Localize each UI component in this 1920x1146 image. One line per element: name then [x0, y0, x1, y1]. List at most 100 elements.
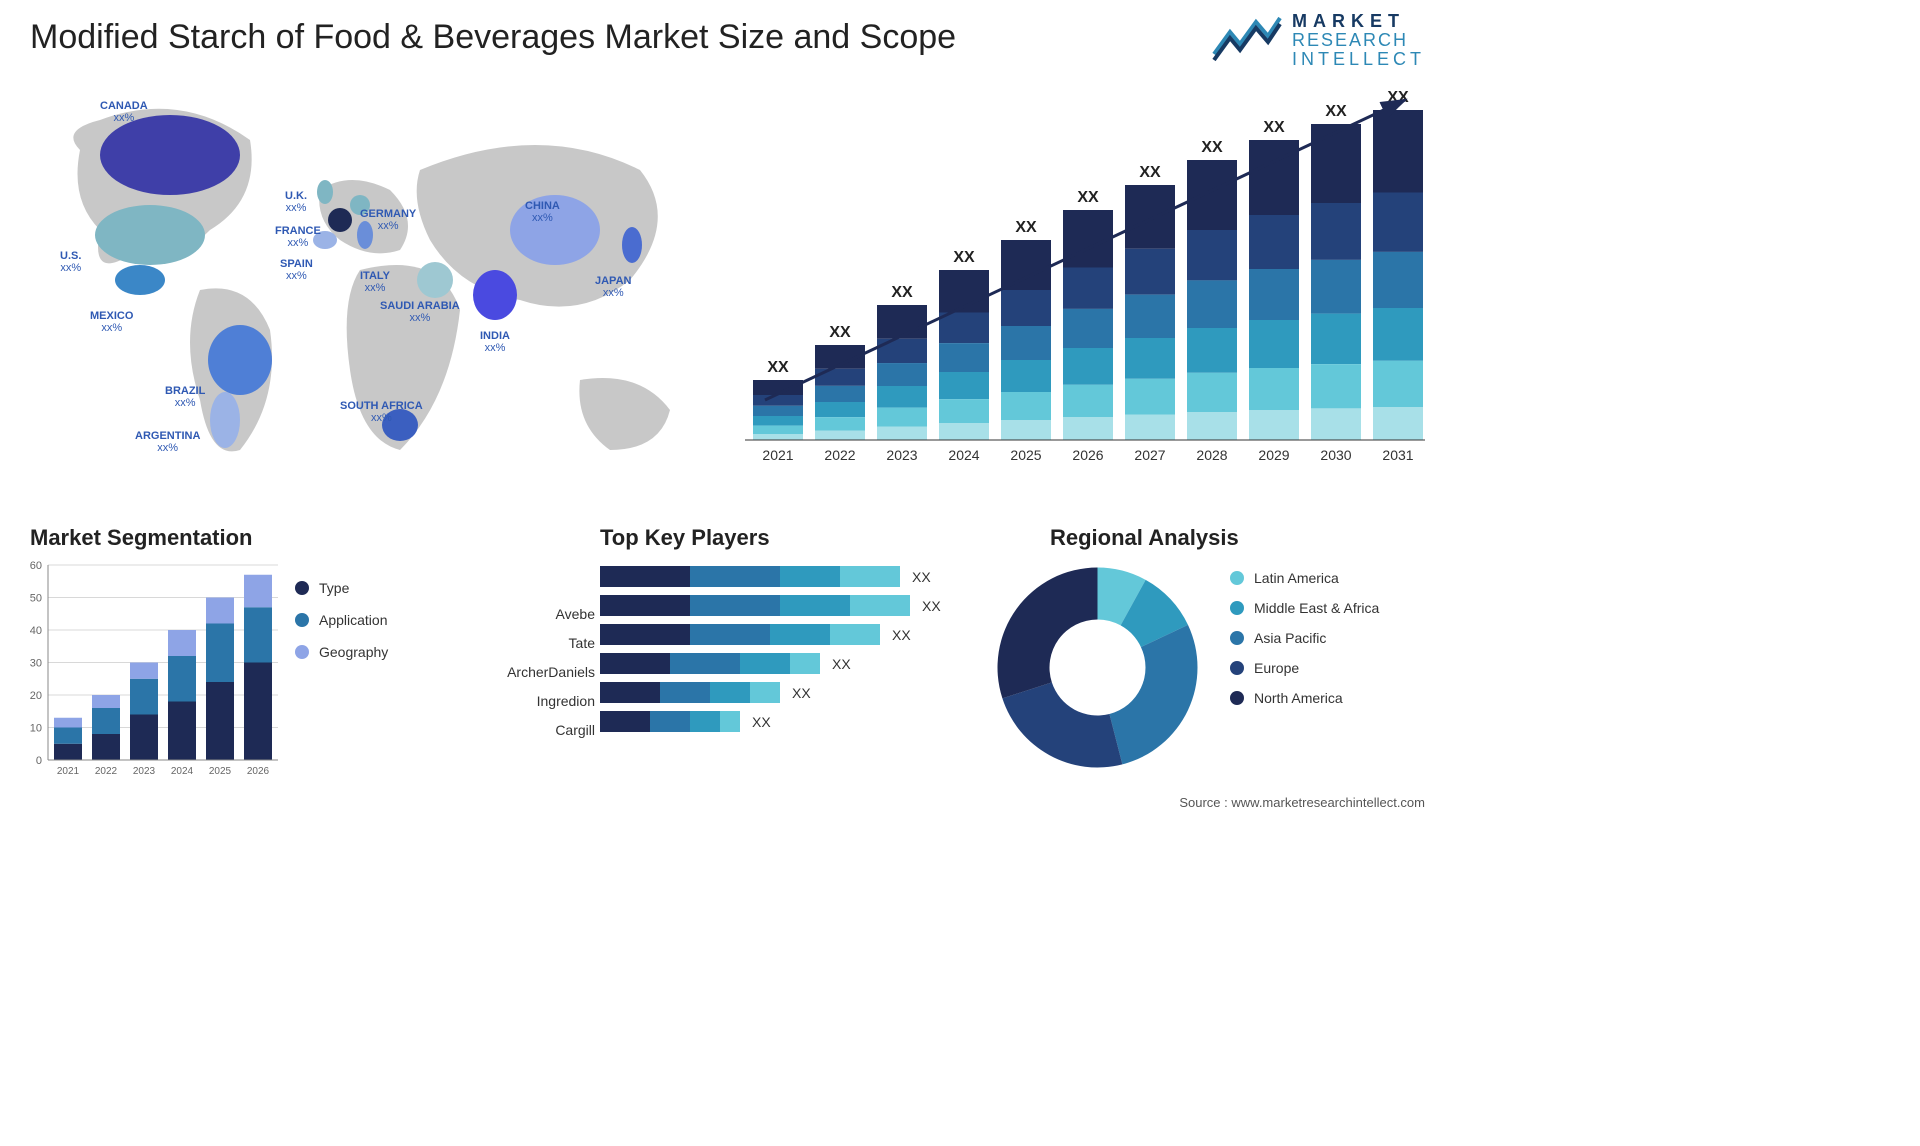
map-label-argentina: ARGENTINAxx% — [135, 430, 200, 454]
segmentation-legend: Type Application Geography — [295, 580, 388, 676]
legend-label: Middle East & Africa — [1254, 600, 1379, 616]
svg-text:60: 60 — [30, 560, 42, 572]
map-label-brazil: BRAZILxx% — [165, 385, 205, 409]
legend-label: Application — [319, 612, 388, 628]
regional-legend-item: Europe — [1230, 660, 1379, 676]
key-player-label: Ingredion — [485, 687, 595, 716]
world-map: CANADAxx% U.S.xx% MEXICOxx% BRAZILxx% ARGENT… — [20, 80, 720, 500]
map-label-u-k-: U.K.xx% — [285, 190, 307, 214]
key-player-label: Tate — [485, 629, 595, 658]
map-label-south-africa: SOUTH AFRICAxx% — [340, 400, 423, 424]
svg-text:2026: 2026 — [247, 766, 270, 777]
segmentation-chart: 0 10 20 30 40 50 60 2021 2022 2023 2024 2025 2026 — [20, 555, 280, 780]
svg-text:XX: XX — [891, 284, 913, 301]
svg-text:XX: XX — [922, 598, 941, 614]
legend-swatch — [1230, 691, 1244, 705]
map-label-france: FRANCExx% — [275, 225, 321, 249]
svg-text:2031: 2031 — [1382, 447, 1413, 463]
svg-text:2021: 2021 — [762, 447, 793, 463]
svg-text:20: 20 — [30, 690, 42, 702]
svg-text:XX: XX — [767, 359, 789, 376]
logo: MARKET RESEARCH INTELLECT — [1212, 12, 1425, 69]
svg-text:2021: 2021 — [57, 766, 80, 777]
svg-text:2024: 2024 — [171, 766, 194, 777]
segmentation-legend-item: Application — [295, 612, 388, 628]
map-label-spain: SPAINxx% — [280, 258, 313, 282]
svg-text:2022: 2022 — [95, 766, 118, 777]
svg-text:XX: XX — [1077, 189, 1099, 206]
map-label-u-s-: U.S.xx% — [60, 250, 81, 274]
svg-text:XX: XX — [832, 656, 851, 672]
svg-text:2023: 2023 — [886, 447, 917, 463]
svg-text:XX: XX — [1263, 119, 1285, 136]
segmentation-title: Market Segmentation — [30, 525, 253, 551]
map-label-india: INDIAxx% — [480, 330, 510, 354]
key-players-title: Top Key Players — [600, 525, 770, 551]
logo-line1: MARKET — [1292, 12, 1425, 31]
map-label-canada: CANADAxx% — [100, 100, 148, 124]
legend-swatch — [1230, 571, 1244, 585]
map-label-china: CHINAxx% — [525, 200, 560, 224]
svg-text:50: 50 — [30, 593, 42, 605]
logo-icon — [1212, 14, 1282, 67]
legend-swatch — [1230, 661, 1244, 675]
svg-text:XX: XX — [1015, 219, 1037, 236]
svg-text:XX: XX — [912, 569, 931, 585]
svg-text:2022: 2022 — [824, 447, 855, 463]
svg-text:0: 0 — [36, 755, 42, 767]
svg-text:XX: XX — [752, 714, 771, 730]
svg-text:2025: 2025 — [209, 766, 232, 777]
svg-text:2028: 2028 — [1196, 447, 1227, 463]
regional-legend-item: North America — [1230, 690, 1379, 706]
segmentation-legend-item: Geography — [295, 644, 388, 660]
legend-label: Geography — [319, 644, 388, 660]
svg-text:XX: XX — [1325, 103, 1347, 120]
legend-label: Type — [319, 580, 349, 596]
regional-legend-item: Asia Pacific — [1230, 630, 1379, 646]
legend-swatch — [1230, 601, 1244, 615]
legend-label: North America — [1254, 690, 1343, 706]
key-player-label: Avebe — [485, 600, 595, 629]
svg-text:XX: XX — [792, 685, 811, 701]
svg-text:2030: 2030 — [1320, 447, 1351, 463]
legend-swatch — [295, 613, 309, 627]
svg-text:40: 40 — [30, 625, 42, 637]
svg-text:XX: XX — [829, 324, 851, 341]
regional-title: Regional Analysis — [1050, 525, 1239, 551]
svg-text:XX: XX — [1139, 164, 1161, 181]
key-player-label: ArcherDaniels — [485, 658, 595, 687]
svg-text:2027: 2027 — [1134, 447, 1165, 463]
svg-text:2023: 2023 — [133, 766, 156, 777]
source-label: Source : www.marketresearchintellect.com — [1179, 795, 1425, 810]
map-label-japan: JAPANxx% — [595, 275, 631, 299]
key-players-labels: AvebeTateArcherDanielsIngredionCargill — [485, 600, 595, 745]
svg-text:2029: 2029 — [1258, 447, 1289, 463]
regional-legend-item: Middle East & Africa — [1230, 600, 1379, 616]
key-players-chart: XX XX XX XX XX XX — [600, 560, 970, 780]
market-size-bar-chart: XX 2021 XX 2022 XX 2023 XX 2024 XX 2025 XX 2026 XX 20… — [745, 80, 1425, 470]
map-label-saudi-arabia: SAUDI ARABIAxx% — [380, 300, 460, 324]
legend-swatch — [295, 645, 309, 659]
svg-text:10: 10 — [30, 723, 42, 735]
legend-swatch — [1230, 631, 1244, 645]
svg-text:2026: 2026 — [1072, 447, 1103, 463]
svg-text:XX: XX — [892, 627, 911, 643]
page-title: Modified Starch of Food & Beverages Mark… — [30, 18, 956, 57]
legend-label: Asia Pacific — [1254, 630, 1326, 646]
regional-donut-chart — [985, 555, 1210, 780]
map-label-germany: GERMANYxx% — [360, 208, 416, 232]
key-player-label: Cargill — [485, 716, 595, 745]
logo-line2: RESEARCH — [1292, 31, 1425, 50]
map-label-italy: ITALYxx% — [360, 270, 390, 294]
map-label-mexico: MEXICOxx% — [90, 310, 133, 334]
legend-label: Europe — [1254, 660, 1299, 676]
legend-swatch — [295, 581, 309, 595]
logo-text: MARKET RESEARCH INTELLECT — [1292, 12, 1425, 69]
logo-line3: INTELLECT — [1292, 50, 1425, 69]
svg-text:2025: 2025 — [1010, 447, 1041, 463]
legend-label: Latin America — [1254, 570, 1339, 586]
segmentation-legend-item: Type — [295, 580, 388, 596]
svg-text:30: 30 — [30, 658, 42, 670]
regional-legend: Latin America Middle East & Africa Asia Pa… — [1230, 570, 1379, 720]
svg-text:2024: 2024 — [948, 447, 979, 463]
